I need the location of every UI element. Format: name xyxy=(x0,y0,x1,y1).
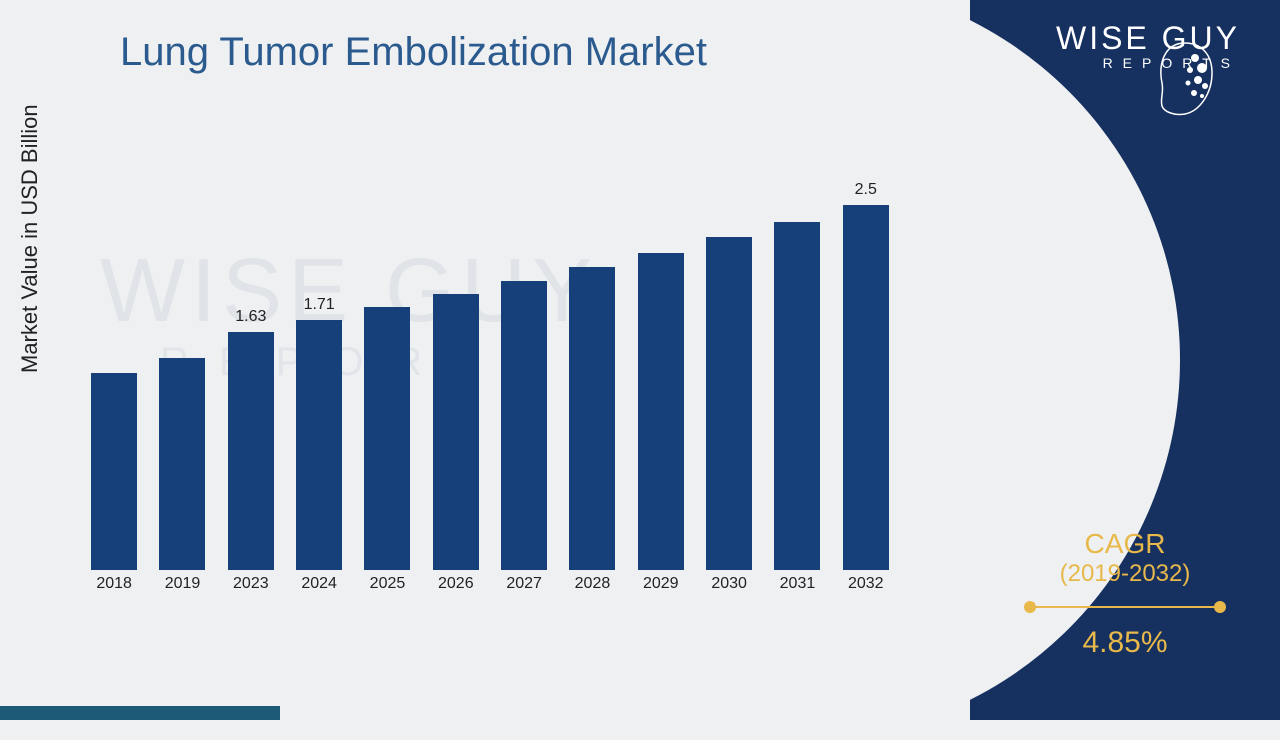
x-label: 2024 xyxy=(289,575,349,593)
bar-2030 xyxy=(699,213,759,570)
bar xyxy=(501,281,547,570)
bar-2025 xyxy=(357,283,417,570)
bar xyxy=(774,222,820,570)
bar-2029 xyxy=(631,229,691,570)
bottom-stripe xyxy=(0,706,280,720)
bar xyxy=(843,205,889,570)
bar-2028 xyxy=(562,243,622,570)
x-label: 2019 xyxy=(152,575,212,593)
bar-value-label: 2.5 xyxy=(855,181,877,201)
cagr-title: CAGR xyxy=(1010,528,1240,560)
bar-2032: 2.5 xyxy=(836,181,896,570)
bar-2023: 1.63 xyxy=(221,308,281,570)
x-label: 2026 xyxy=(426,575,486,593)
cagr-divider xyxy=(1030,606,1220,608)
bar-2019 xyxy=(152,334,212,570)
bar xyxy=(706,237,752,570)
bar xyxy=(159,358,205,570)
bar xyxy=(296,320,342,570)
bar-2024: 1.71 xyxy=(289,296,349,570)
cagr-value: 4.85% xyxy=(1010,626,1240,660)
bar-2018 xyxy=(84,349,144,570)
bar-2026 xyxy=(426,270,486,570)
chart-area: 1.63 1.71 2.5 xyxy=(80,150,900,570)
x-label: 2028 xyxy=(562,575,622,593)
bar xyxy=(364,307,410,570)
x-label: 2023 xyxy=(221,575,281,593)
bar xyxy=(638,253,684,570)
x-label: 2032 xyxy=(836,575,896,593)
bar xyxy=(91,373,137,570)
bar-value-label: 1.63 xyxy=(235,308,266,328)
head-icon xyxy=(1150,38,1220,118)
chart-title: Lung Tumor Embolization Market xyxy=(120,30,707,75)
cagr-range: (2019-2032) xyxy=(1010,560,1240,588)
x-label: 2030 xyxy=(699,575,759,593)
brand-logo: WISE GUY REPORTS xyxy=(1056,20,1240,71)
x-label: 2031 xyxy=(767,575,827,593)
y-axis-label: Market Value in USD Billion xyxy=(17,104,43,373)
bar xyxy=(228,332,274,570)
x-label: 2025 xyxy=(357,575,417,593)
bar-2027 xyxy=(494,257,554,570)
x-label: 2018 xyxy=(84,575,144,593)
cagr-box: CAGR (2019-2032) 4.85% xyxy=(1010,528,1240,660)
bar-2031 xyxy=(767,198,827,570)
bar xyxy=(433,294,479,570)
x-label: 2027 xyxy=(494,575,554,593)
x-label: 2029 xyxy=(631,575,691,593)
bar xyxy=(569,267,615,570)
bar-value-label: 1.71 xyxy=(304,296,335,316)
x-axis-labels: 2018 2019 2023 2024 2025 2026 2027 2028 2029 2030… xyxy=(80,575,900,593)
